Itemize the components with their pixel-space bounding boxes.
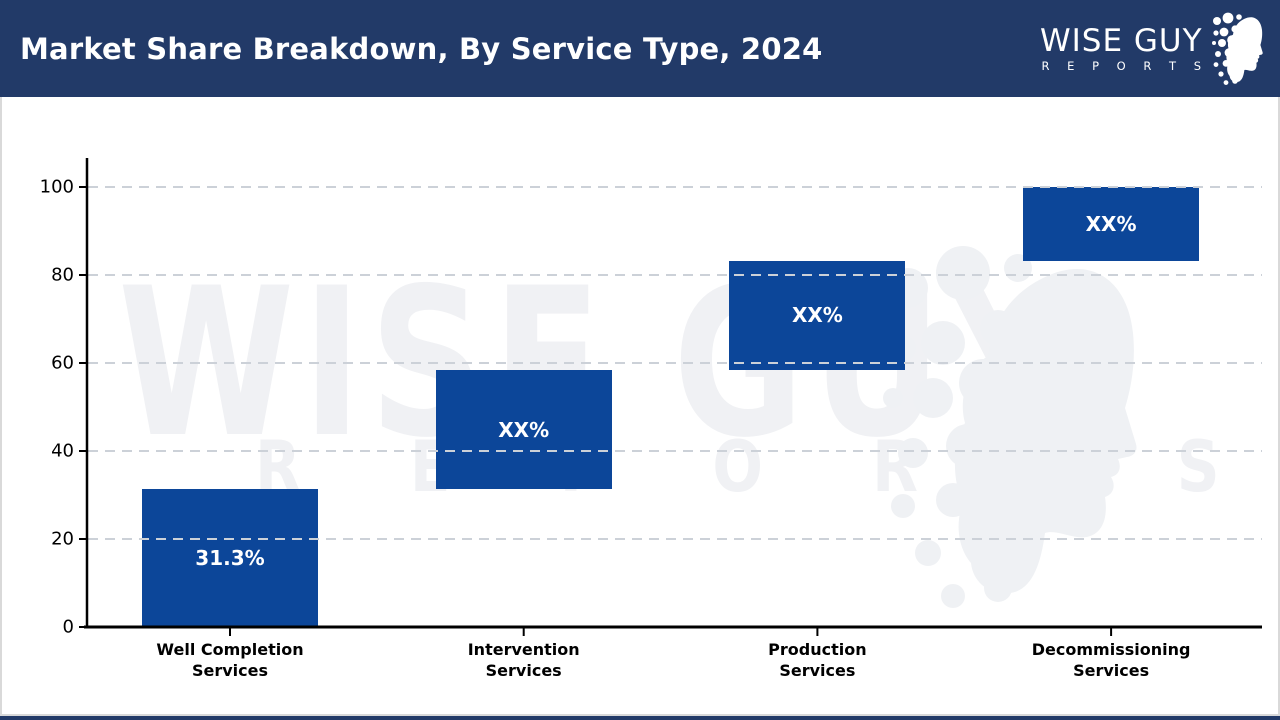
y-axis-tick-label: 80 bbox=[51, 264, 74, 286]
x-axis-label-production-services: Production Services bbox=[677, 640, 957, 682]
brand-subtitle: R E P O R T S bbox=[1041, 59, 1208, 74]
brand-logo-text: WISE GUY R E P O R T S bbox=[1035, 25, 1209, 74]
bar-production-services: XX% bbox=[729, 260, 906, 371]
y-axis-tick-label: 60 bbox=[51, 352, 74, 374]
x-axis-label-line: Services bbox=[1073, 660, 1150, 680]
watermark-face-icon bbox=[883, 246, 1137, 608]
bar-well-completion-services: 31.3% bbox=[142, 489, 318, 627]
footer-accent-bar bbox=[0, 716, 1280, 720]
x-axis-label-line: Decommissioning bbox=[1031, 640, 1191, 659]
y-axis-tick-label: 40 bbox=[51, 440, 74, 462]
x-axis-label-decommissioning-services: Decommissioning Services bbox=[971, 640, 1251, 682]
bar-intervention-services: XX% bbox=[435, 370, 612, 490]
header-bar: Market Share Breakdown, By Service Type,… bbox=[0, 0, 1280, 97]
bar-value-label: XX% bbox=[791, 303, 843, 328]
y-axis-tick-label: 20 bbox=[51, 528, 74, 550]
x-axis-label-intervention-services: Intervention Services bbox=[384, 640, 664, 682]
page-title: Market Share Breakdown, By Service Type,… bbox=[20, 31, 823, 66]
bar-value-label: 31.3% bbox=[195, 546, 265, 571]
y-axis-tick-label: 100 bbox=[39, 176, 74, 198]
x-axis-label-line: Services bbox=[191, 660, 269, 680]
x-axis-label-well-completion-services: Well Completion Services bbox=[90, 640, 370, 682]
bar-value-label: XX% bbox=[498, 417, 550, 442]
brand-face-icon bbox=[1212, 12, 1263, 85]
brand-logo: WISE GUY R E P O R T S bbox=[1027, 6, 1272, 92]
x-axis-label-line: Production bbox=[768, 640, 867, 659]
bar-decommissioning-services: XX% bbox=[1023, 187, 1200, 261]
x-axis-label-line: Well Completion bbox=[156, 640, 304, 659]
bar-value-label: XX% bbox=[1085, 211, 1137, 236]
x-axis-label-line: Services bbox=[485, 660, 562, 680]
y-axis-tick-label: 0 bbox=[62, 616, 74, 638]
x-axis-label-line: Intervention bbox=[467, 640, 580, 659]
brand-name: WISE GUY bbox=[1039, 22, 1203, 59]
x-axis-label-line: Services bbox=[779, 660, 856, 680]
